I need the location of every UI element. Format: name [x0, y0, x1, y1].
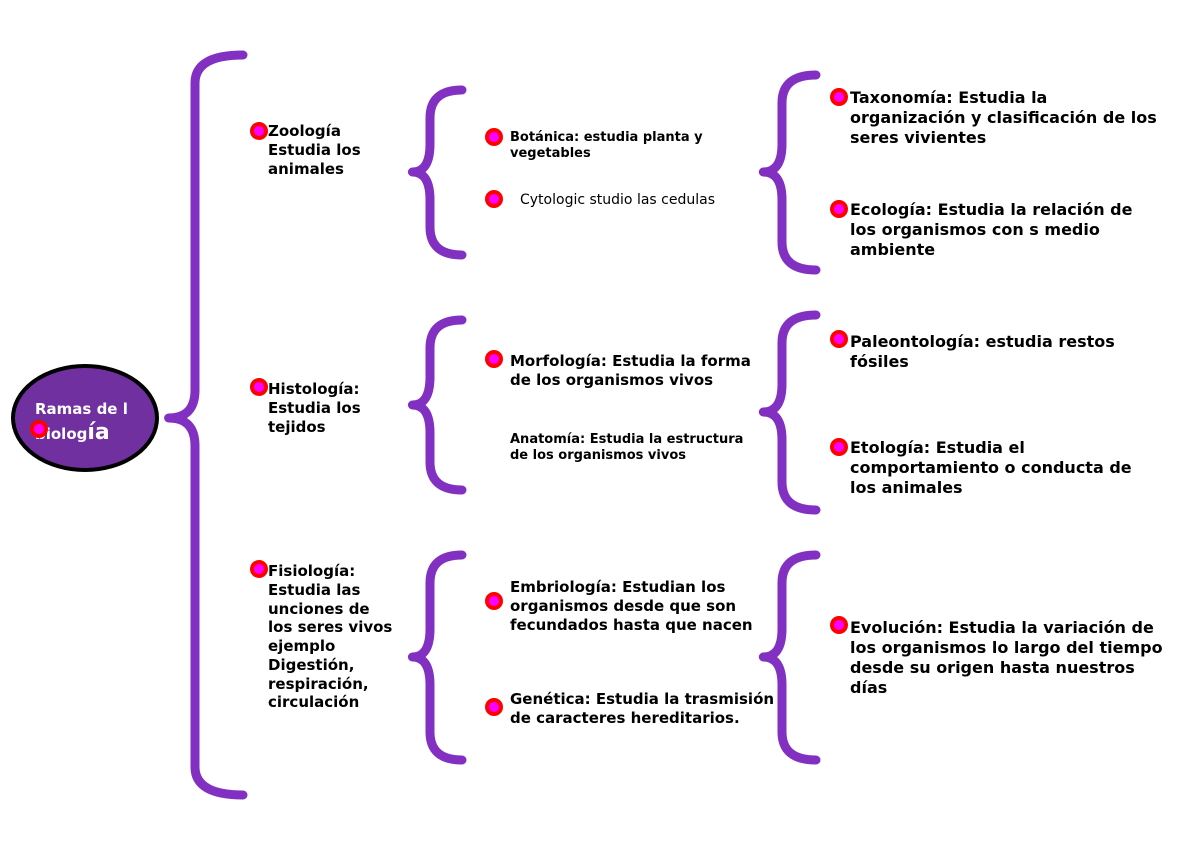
node-text: Etología: Estudia el comportamiento o co…	[850, 438, 1132, 497]
node-etologia: Etología: Estudia el comportamiento o co…	[850, 438, 1150, 498]
node-botanica: Botánica: estudia planta y vegetables	[510, 130, 730, 163]
node-anatomia: Anatomía: Estudia la estructura de los o…	[510, 432, 755, 465]
bullet-icon	[830, 200, 848, 218]
node-fisiologia: Fisiología: Estudia las unciones de los …	[268, 562, 398, 712]
node-paleontologia: Paleontología: estudia restos fósiles	[850, 332, 1140, 372]
node-text: Genética: Estudia la trasmisión de carac…	[510, 690, 774, 727]
node-embriologia: Embriología: Estudian los organismos des…	[510, 578, 790, 634]
node-evolucion: Evolución: Estudia la variación de los o…	[850, 618, 1170, 698]
node-text: Paleontología: estudia restos fósiles	[850, 332, 1115, 371]
node-morfologia: Morfología: Estudia la forma de los orga…	[510, 352, 755, 390]
bullet-icon	[485, 592, 503, 610]
node-text: Ecología: Estudia la relación de los org…	[850, 200, 1132, 259]
node-text: Evolución: Estudia la variación de los o…	[850, 618, 1163, 697]
node-text: Anatomía: Estudia la estructura de los o…	[510, 432, 743, 463]
bullet-icon	[830, 88, 848, 106]
node-taxonomia: Taxonomía: Estudia la organización y cla…	[850, 88, 1160, 148]
center-label: Ramas de l biología	[35, 400, 155, 446]
node-text: Taxonomía: Estudia la organización y cla…	[850, 88, 1157, 147]
bullet-icon	[250, 122, 268, 140]
bullet-icon	[830, 438, 848, 456]
node-ecologia: Ecología: Estudia la relación de los org…	[850, 200, 1160, 260]
bullet-icon	[830, 616, 848, 634]
center-node: Ramas de l biología	[35, 400, 155, 446]
node-text: Botánica: estudia planta y vegetables	[510, 130, 703, 161]
node-text: Zoología Estudia los animales	[268, 122, 361, 178]
bullet-icon	[250, 560, 268, 578]
node-text: Embriología: Estudian los organismos des…	[510, 578, 753, 634]
center-line1: Ramas de l	[35, 400, 155, 419]
bullet-icon	[485, 190, 503, 208]
node-text: Fisiología: Estudia las unciones de los …	[268, 562, 392, 711]
bullet-icon	[830, 330, 848, 348]
node-text: Morfología: Estudia la forma de los orga…	[510, 352, 751, 389]
bullet-icon	[485, 350, 503, 368]
node-text: Histología: Estudia los tejidos	[268, 380, 361, 436]
center-line2: biología	[35, 419, 155, 447]
node-citologia: Cytologic studio las cedulas	[520, 192, 730, 210]
node-zoologia: Zoología Estudia los animales	[268, 122, 398, 178]
bullet-icon	[485, 128, 503, 146]
bullet-icon	[485, 698, 503, 716]
bullet-icon	[30, 420, 48, 438]
node-genetica: Genética: Estudia la trasmisión de carac…	[510, 690, 800, 728]
node-text: Cytologic studio las cedulas	[520, 192, 715, 208]
bullet-icon	[250, 378, 268, 396]
node-histologia: Histología: Estudia los tejidos	[268, 380, 398, 436]
